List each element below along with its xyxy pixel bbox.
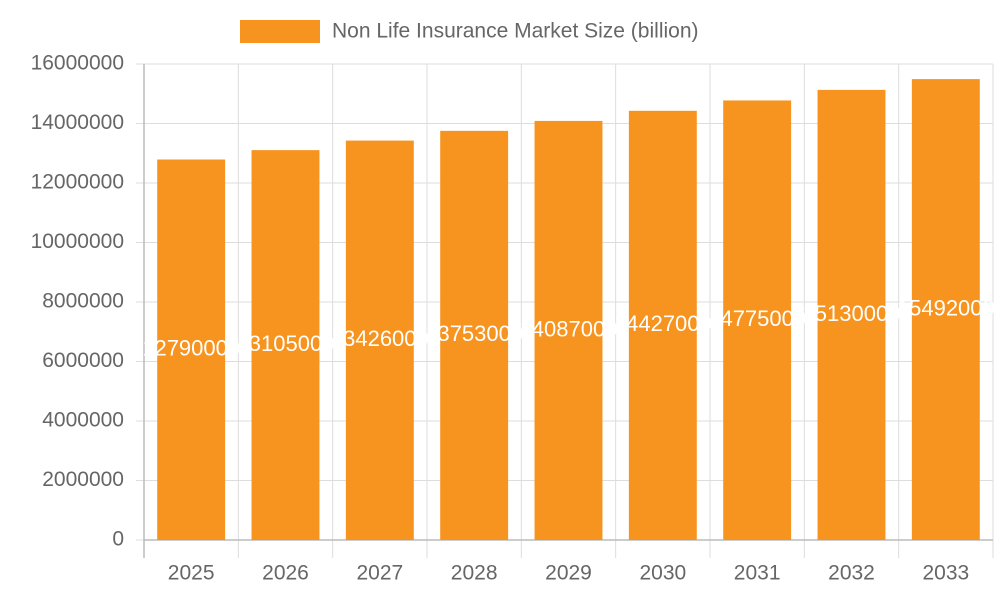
x-tick-label: 2025 xyxy=(168,562,215,585)
value-label: 13426000 xyxy=(331,326,429,351)
bar xyxy=(628,110,697,540)
value-label: 15492000 xyxy=(897,295,995,320)
bar xyxy=(534,120,603,541)
value-label: 14087000 xyxy=(520,316,618,341)
x-tick-label: 2028 xyxy=(451,562,498,585)
x-tick-label: 2032 xyxy=(828,562,875,585)
value-label: 13753000 xyxy=(425,321,523,346)
bar xyxy=(157,159,226,540)
x-tick-label: 2033 xyxy=(922,562,969,585)
y-tick-label: 2000000 xyxy=(42,468,124,491)
x-tick-label: 2029 xyxy=(545,562,592,585)
y-tick-label: 10000000 xyxy=(31,230,124,253)
value-label: 12790000 xyxy=(142,336,240,361)
bar xyxy=(251,150,320,540)
bar xyxy=(723,100,792,540)
value-label: 14775000 xyxy=(708,306,806,331)
x-tick-label: 2026 xyxy=(262,562,309,585)
legend-label: Non Life Insurance Market Size (billion) xyxy=(332,20,699,43)
bar xyxy=(440,130,509,540)
value-label: 13105000 xyxy=(237,331,335,356)
y-tick-label: 4000000 xyxy=(42,409,124,432)
x-tick-label: 2027 xyxy=(356,562,403,585)
value-label: 15130000 xyxy=(803,301,901,326)
x-tick-label: 2030 xyxy=(639,562,686,585)
legend-swatch xyxy=(240,20,320,43)
value-label: 14427000 xyxy=(614,311,712,336)
bar xyxy=(817,89,886,540)
x-tick-label: 2031 xyxy=(734,562,781,585)
y-tick-label: 12000000 xyxy=(31,171,124,194)
y-tick-label: 16000000 xyxy=(31,52,124,75)
y-tick-label: 14000000 xyxy=(31,111,124,134)
y-tick-label: 8000000 xyxy=(42,290,124,313)
y-tick-label: 0 xyxy=(112,528,124,551)
bar xyxy=(911,79,980,540)
y-tick-label: 6000000 xyxy=(42,349,124,372)
bar xyxy=(345,140,414,540)
